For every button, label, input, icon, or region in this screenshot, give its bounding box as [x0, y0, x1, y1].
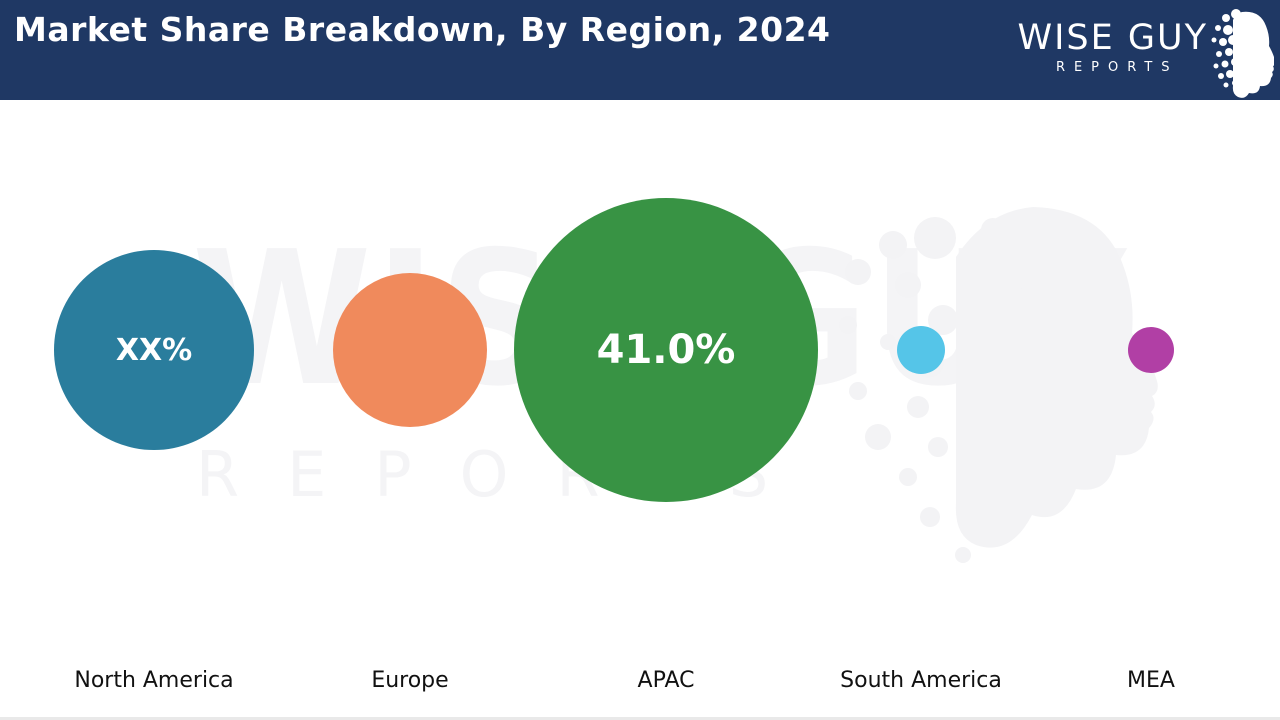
bubble-europe — [333, 273, 487, 427]
bubble-apac: 41.0% — [514, 198, 818, 502]
category-label-north-america: North America — [74, 668, 234, 693]
bubble-chart: WISE GUY REPORTS — [0, 100, 1280, 720]
bubble-mea — [1128, 327, 1174, 373]
page-title: Market Share Breakdown, By Region, 2024 — [14, 10, 831, 49]
bubble-south-america — [897, 326, 945, 374]
brand-logo: WISE GUY REPORTS — [1017, 4, 1274, 98]
logo-text: WISE GUY REPORTS — [1017, 20, 1208, 75]
bubble-value-label: XX% — [115, 332, 193, 368]
watermark-head-icon — [839, 207, 1158, 563]
category-label-south-america: South America — [840, 668, 1002, 693]
bottom-divider — [0, 717, 1280, 720]
category-label-europe: Europe — [371, 668, 449, 693]
logo-head-icon — [1211, 9, 1274, 98]
header: Market Share Breakdown, By Region, 2024 … — [0, 0, 1280, 100]
logo-wordmark: WISE GUY — [1017, 18, 1208, 58]
logo-subtext: REPORTS — [1055, 59, 1179, 75]
category-label-mea: MEA — [1127, 668, 1175, 693]
bubble-value-label: 41.0% — [596, 327, 736, 373]
bubble-north-america: XX% — [54, 250, 254, 450]
category-label-apac: APAC — [637, 668, 695, 693]
